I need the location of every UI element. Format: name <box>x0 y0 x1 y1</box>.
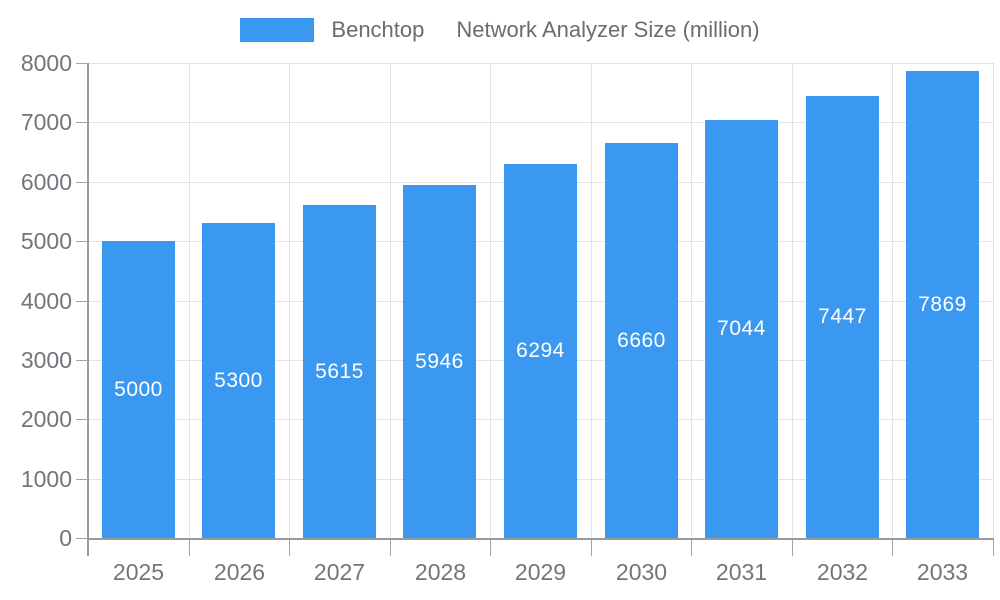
x-axis-label: 2032 <box>816 559 869 585</box>
y-axis-label: 0 <box>59 525 72 551</box>
x-axis-label: 2027 <box>313 559 366 585</box>
v-gridline <box>892 63 893 538</box>
x-axis-tick <box>390 540 391 556</box>
bar-2032[interactable]: 7447 <box>806 96 879 538</box>
v-gridline <box>993 63 994 538</box>
y-axis-line <box>87 63 89 556</box>
v-gridline <box>289 63 290 538</box>
legend-swatch <box>240 18 315 42</box>
x-axis-label: 2033 <box>916 559 969 585</box>
y-axis-label: 8000 <box>20 50 72 76</box>
x-axis-tick <box>490 540 491 556</box>
bar-2027[interactable]: 5615 <box>303 205 376 538</box>
legend[interactable]: Benchtop Network Analyzer Size (million) <box>0 14 1000 46</box>
y-axis-label: 7000 <box>20 109 72 135</box>
x-axis-tick <box>892 540 893 556</box>
x-axis-tick <box>189 540 190 556</box>
bar-value-label: 5946 <box>415 349 464 373</box>
y-axis-label: 1000 <box>20 466 72 492</box>
bar-2030[interactable]: 6660 <box>605 143 678 538</box>
x-axis-tick <box>289 540 290 556</box>
y-axis-tick <box>76 122 88 123</box>
x-axis-line <box>87 538 994 540</box>
v-gridline <box>591 63 592 538</box>
x-axis-tick <box>691 540 692 556</box>
bar-2033[interactable]: 7869 <box>906 71 979 538</box>
v-gridline <box>390 63 391 538</box>
bar-value-label: 6660 <box>617 328 666 352</box>
y-axis-tick <box>76 360 88 361</box>
bar-2031[interactable]: 7044 <box>705 120 778 538</box>
x-axis-label: 2031 <box>715 559 768 585</box>
y-axis-tick <box>76 538 88 539</box>
y-axis-tick <box>76 182 88 183</box>
bar-value-label: 5615 <box>315 359 364 383</box>
bar-value-label: 5000 <box>114 377 163 401</box>
v-gridline <box>189 63 190 538</box>
y-axis-tick <box>76 419 88 420</box>
x-axis-label: 2030 <box>615 559 668 585</box>
x-axis-label: 2026 <box>213 559 266 585</box>
bar-2025[interactable]: 5000 <box>102 241 175 538</box>
x-axis-label: 2025 <box>112 559 165 585</box>
y-axis-label: 2000 <box>20 406 72 432</box>
y-axis-label: 3000 <box>20 347 72 373</box>
bar-value-label: 7869 <box>918 292 967 316</box>
y-axis-tick <box>76 241 88 242</box>
bar-value-label: 6294 <box>516 339 565 362</box>
x-axis-tick <box>591 540 592 556</box>
h-gridline <box>88 63 993 64</box>
x-axis-label: 2029 <box>514 559 567 585</box>
bar-2029[interactable]: 6294 <box>504 164 577 538</box>
y-axis-tick <box>76 301 88 302</box>
bar-value-label: 7447 <box>818 305 867 328</box>
x-axis-label: 2028 <box>414 559 467 585</box>
y-axis-tick <box>76 63 88 64</box>
bar-value-label: 7044 <box>717 317 766 340</box>
bar-value-label: 5300 <box>214 368 263 392</box>
h-gridline <box>88 122 993 123</box>
x-axis-tick <box>792 540 793 556</box>
v-gridline <box>490 63 491 538</box>
v-gridline <box>792 63 793 538</box>
v-gridline <box>691 63 692 538</box>
y-axis-label: 5000 <box>20 228 72 254</box>
bar-2028[interactable]: 5946 <box>403 185 476 538</box>
x-axis-tick <box>993 540 994 556</box>
legend-label: Benchtop <box>331 17 425 42</box>
bar-2026[interactable]: 5300 <box>202 223 275 538</box>
y-axis-tick <box>76 479 88 480</box>
y-axis-label: 4000 <box>20 288 72 314</box>
chart-title: Network Analyzer Size (million) <box>456 17 760 42</box>
y-axis-label: 6000 <box>20 169 72 195</box>
